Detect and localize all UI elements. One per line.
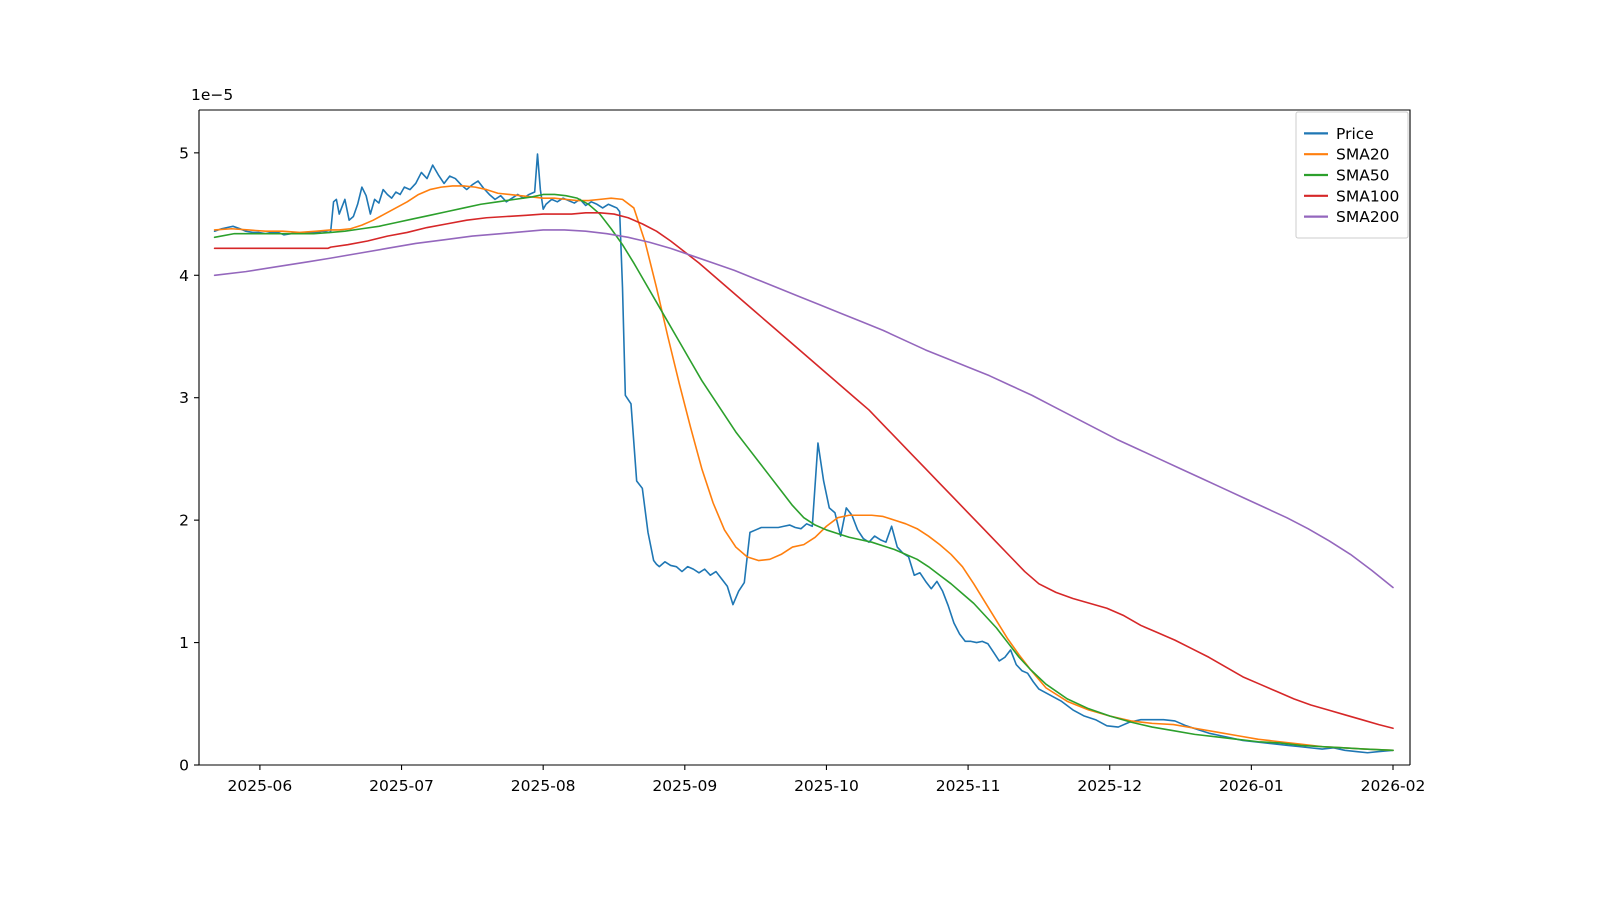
data-series-group — [213, 153, 1394, 754]
x-tick-label: 2026-02 — [1361, 777, 1426, 795]
chart-legend[interactable]: Price SMA20 SMA50 SMA100 SMA200 — [1295, 111, 1409, 239]
series-line-sma100 — [213, 212, 1394, 730]
axes-spine-top-right — [199, 109, 1411, 765]
y-tick-label: 5 — [179, 144, 189, 162]
y-tick-label: 3 — [179, 389, 189, 407]
series-line-sma50 — [213, 193, 1394, 752]
series-line-sma20 — [213, 185, 1394, 752]
y-axis-ticks: 0 1 2 3 4 5 — [179, 144, 199, 775]
legend-label-sma200: SMA200 — [1336, 208, 1399, 226]
legend-label-sma100: SMA100 — [1336, 187, 1399, 205]
x-axis-ticks: 2025-06 2025-07 2025-08 2025-09 2025-10 2025-… — [228, 765, 1426, 795]
x-tick-label: 2025-09 — [652, 777, 717, 795]
y-tick-label: 2 — [179, 512, 189, 530]
x-tick-label: 2025-08 — [511, 777, 576, 795]
x-tick-label: 2025-12 — [1077, 777, 1142, 795]
x-tick-label: 2025-10 — [794, 777, 859, 795]
series-line-sma200 — [213, 229, 1394, 589]
legend-label-price: Price — [1336, 125, 1374, 143]
legend-background — [1295, 111, 1409, 239]
x-tick-label: 2025-11 — [936, 777, 1001, 795]
y-tick-label: 1 — [179, 634, 189, 652]
y-axis-offset-label: 1e−5 — [191, 86, 233, 104]
y-tick-label: 4 — [179, 267, 189, 285]
x-tick-label: 2025-07 — [369, 777, 434, 795]
series-line-price — [213, 153, 1394, 754]
x-tick-label: 2026-01 — [1219, 777, 1284, 795]
y-tick-label: 0 — [179, 757, 189, 775]
legend-label-sma20: SMA20 — [1336, 146, 1390, 164]
x-tick-label: 2025-06 — [228, 777, 293, 795]
legend-label-sma50: SMA50 — [1336, 167, 1390, 185]
